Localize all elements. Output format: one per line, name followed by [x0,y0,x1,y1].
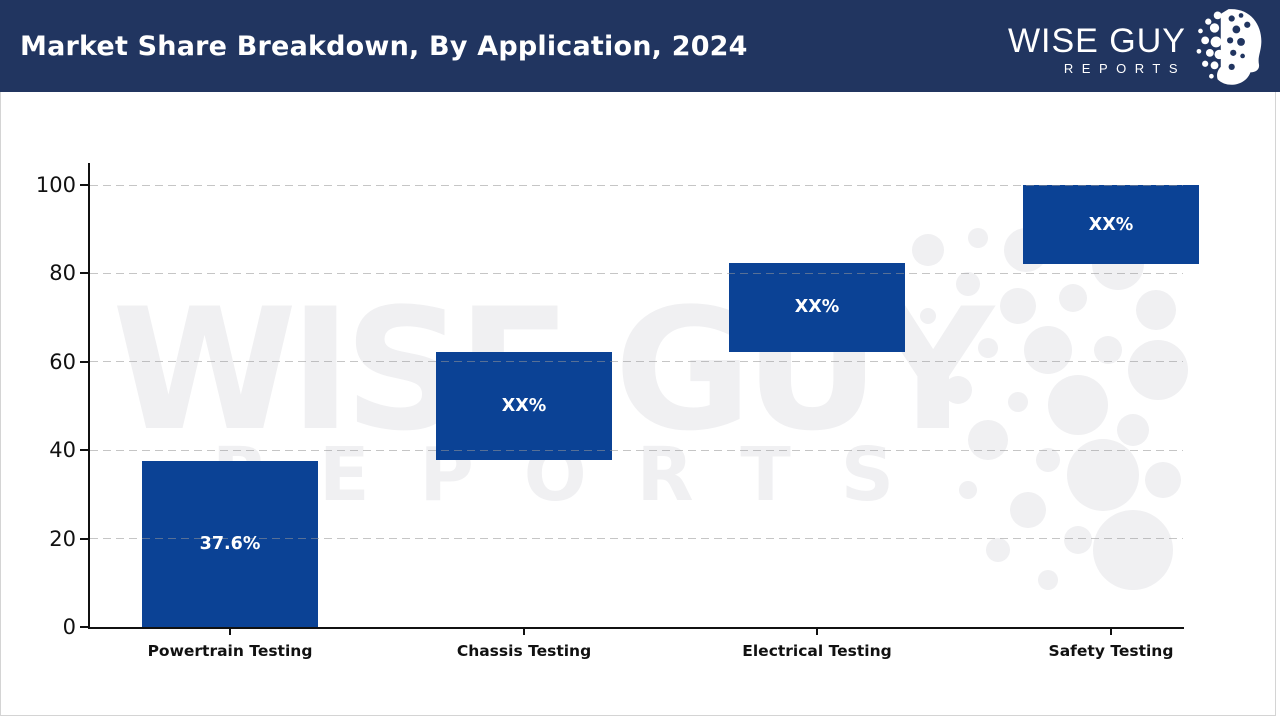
bar-value-label: XX% [501,396,547,417]
bar [1023,185,1199,265]
gridline [90,449,1183,451]
gridline [90,538,1183,540]
brand-logo-text: WISE GUY REPORTS [1008,24,1186,75]
x-axis-tick [1110,629,1112,635]
page-title: Market Share Breakdown, By Application, … [20,30,748,62]
x-axis-category-label: Electrical Testing [742,642,892,660]
y-axis-tick [80,272,88,275]
brand-logo: WISE GUY REPORTS [1008,6,1266,92]
x-axis-tick [523,629,525,635]
bar-value-label: 37.6% [199,533,261,554]
y-axis-tick [80,449,88,452]
y-axis-tick-label: 100 [35,173,76,198]
y-axis-tick [80,360,88,363]
header-bar: Market Share Breakdown, By Application, … [0,0,1280,92]
watermark-head-dots-icon [868,220,1188,604]
wiseguy-head-icon [1188,6,1266,92]
y-axis-tick-label: 60 [49,349,76,374]
y-axis-tick-label: 20 [49,526,76,551]
gridline [90,184,1183,186]
x-axis-tick [816,629,818,635]
bar [436,352,612,460]
gridline [90,272,1183,274]
x-axis-category-label: Powertrain Testing [147,642,313,660]
x-axis-category-label: Chassis Testing [456,642,592,660]
bar-value-label: XX% [794,297,840,318]
y-axis-tick-label: 40 [49,438,76,463]
y-axis-tick-label: 80 [49,261,76,286]
y-axis-tick [80,626,88,628]
bar [729,262,905,353]
x-axis-tick [229,629,231,635]
brand-name: WISE GUY [1007,21,1186,60]
gridline [90,361,1183,363]
y-axis-line [88,163,90,629]
brand-subtitle: REPORTS [1063,60,1186,76]
chart: 0 20 40 60 80 100 37.6% Powertrain Testing XX% Ch… [36,163,1199,663]
x-axis-line [88,627,1184,629]
bar-value-label: XX% [1088,214,1134,235]
bar [142,460,318,627]
y-axis-tick [80,184,88,187]
y-axis-tick [80,537,88,540]
y-axis-tick-label: 0 [62,615,76,639]
x-axis-category-label: Safety Testing [1048,642,1174,660]
